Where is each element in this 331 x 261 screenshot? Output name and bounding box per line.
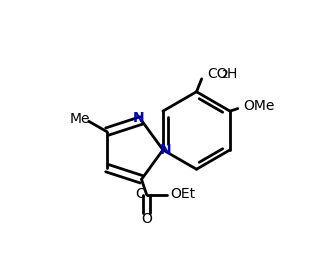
Text: O: O	[141, 212, 152, 226]
Text: OMe: OMe	[243, 99, 274, 113]
Text: H: H	[226, 67, 237, 81]
Text: N: N	[160, 143, 171, 157]
Text: 2: 2	[221, 70, 228, 80]
Text: CO: CO	[207, 67, 227, 81]
Text: OEt: OEt	[170, 187, 195, 201]
Text: C: C	[135, 187, 145, 201]
Text: N: N	[133, 111, 145, 125]
Text: Me: Me	[70, 112, 90, 126]
